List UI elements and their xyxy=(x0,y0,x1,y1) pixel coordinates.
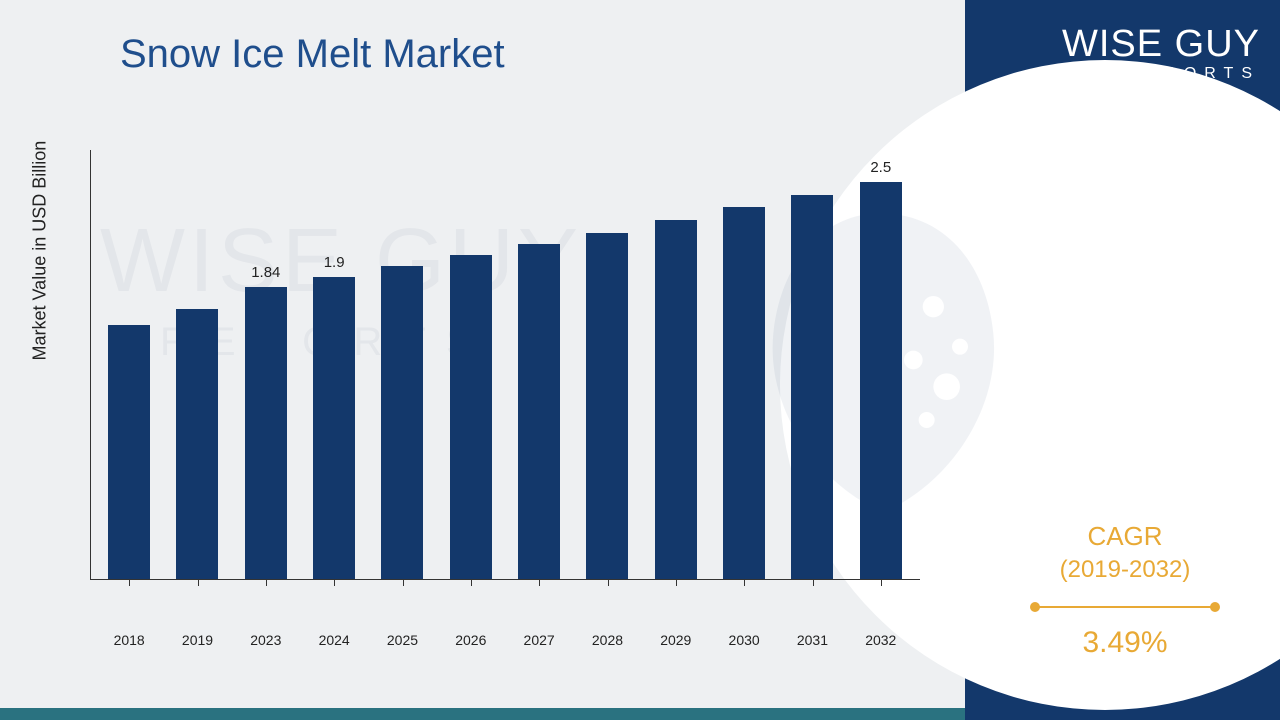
x-tick xyxy=(676,580,677,586)
bar-group: 1.9 xyxy=(300,277,368,579)
bar xyxy=(313,277,355,579)
bar xyxy=(176,309,218,579)
bar-group: 1.84 xyxy=(232,287,300,579)
x-tick xyxy=(266,580,267,586)
x-axis-label: 2019 xyxy=(163,632,231,648)
bar xyxy=(860,182,902,579)
x-tick xyxy=(403,580,404,586)
bar xyxy=(791,195,833,580)
x-tick xyxy=(334,580,335,586)
x-tick xyxy=(608,580,609,586)
x-axis-label: 2032 xyxy=(847,632,915,648)
bar-group xyxy=(642,220,710,579)
bar xyxy=(381,266,423,579)
plot-area: 1.841.92.5 xyxy=(90,150,920,580)
x-tick xyxy=(198,580,199,586)
x-tick xyxy=(744,580,745,586)
bar-group: 2.5 xyxy=(847,182,915,579)
bars-wrap: 1.841.92.5 xyxy=(90,150,920,579)
bar-value-label: 1.84 xyxy=(251,264,280,281)
y-axis-label: Market Value in USD Billion xyxy=(30,141,51,361)
bar xyxy=(586,233,628,579)
x-axis-label: 2031 xyxy=(778,632,846,648)
bar-group xyxy=(710,207,778,579)
bar xyxy=(518,244,560,579)
x-axis-label: 2023 xyxy=(232,632,300,648)
cagr-period: (2019-2032) xyxy=(1010,556,1240,584)
brand-logo: WISE GUY REPORTS xyxy=(1062,25,1260,83)
brand-main: WISE GUY xyxy=(1062,25,1260,63)
x-tick xyxy=(129,580,130,586)
x-axis-label: 2026 xyxy=(437,632,505,648)
x-tick xyxy=(881,580,882,586)
bar-value-label: 2.5 xyxy=(870,159,891,176)
bar-group xyxy=(573,233,641,579)
bar-group xyxy=(505,244,573,579)
chart-container: Market Value in USD Billion 1.841.92.5 2… xyxy=(55,150,925,620)
x-axis-label: 2025 xyxy=(368,632,436,648)
bar-group xyxy=(368,266,436,579)
x-axis-label: 2028 xyxy=(573,632,641,648)
bar xyxy=(723,207,765,579)
brand-sub: REPORTS xyxy=(1062,65,1260,83)
x-axis-label: 2029 xyxy=(642,632,710,648)
bar xyxy=(450,255,492,579)
cagr-label: CAGR xyxy=(1010,521,1240,552)
x-axis-label: 2027 xyxy=(505,632,573,648)
cagr-divider xyxy=(1035,606,1215,608)
x-axis-label: 2030 xyxy=(710,632,778,648)
bar-value-label: 1.9 xyxy=(324,254,345,271)
x-axis-label: 2018 xyxy=(95,632,163,648)
x-axis-label: 2024 xyxy=(300,632,368,648)
bar-group xyxy=(163,309,231,579)
bar-group xyxy=(95,325,163,579)
chart-title: Snow Ice Melt Market xyxy=(120,32,505,77)
x-axis-line xyxy=(90,579,920,580)
x-tick xyxy=(813,580,814,586)
bar xyxy=(245,287,287,579)
x-tick xyxy=(539,580,540,586)
x-tick xyxy=(471,580,472,586)
bar xyxy=(655,220,697,579)
cagr-block: CAGR (2019-2032) 3.49% xyxy=(1010,521,1240,660)
bar xyxy=(108,325,150,579)
x-axis-labels: 2018201920232024202520262027202820292030… xyxy=(90,632,920,648)
bar-group xyxy=(778,195,846,580)
accent-bar xyxy=(0,708,965,720)
cagr-value: 3.49% xyxy=(1010,626,1240,660)
bar-group xyxy=(437,255,505,579)
